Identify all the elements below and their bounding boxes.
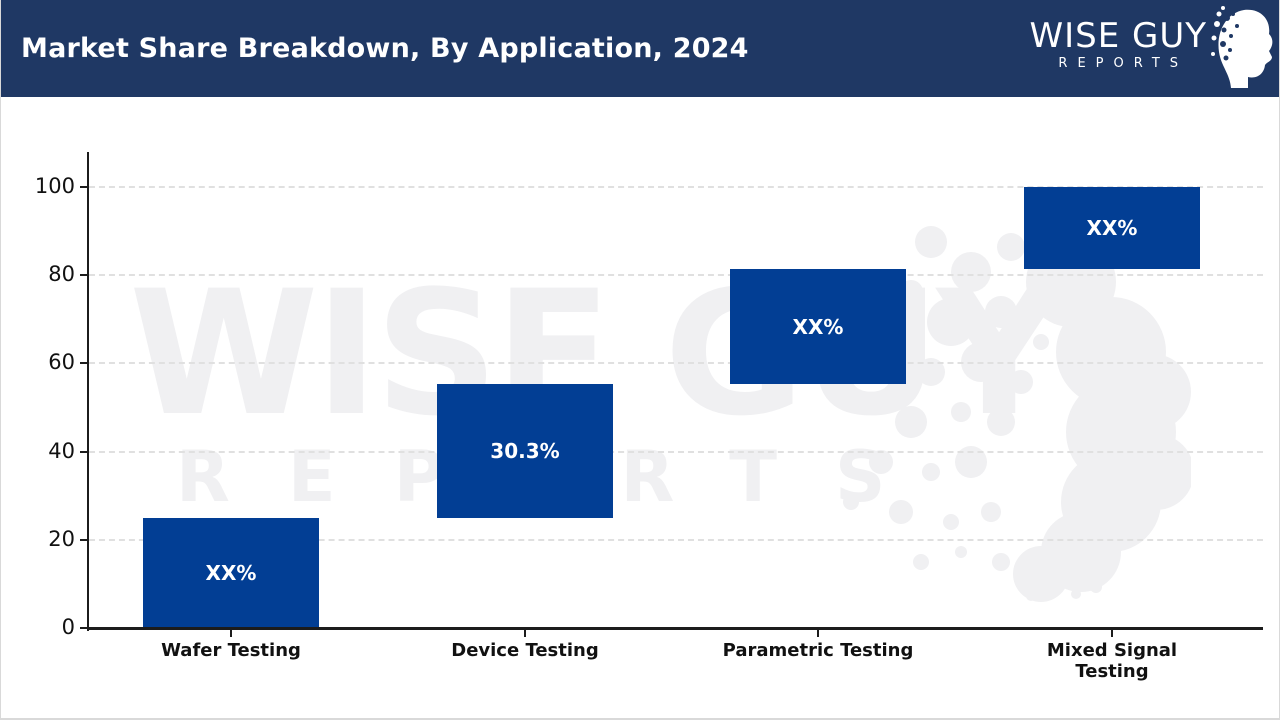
x-axis-tick-mark — [524, 628, 526, 637]
wise-guy-logo: WISE GUY REPORTS — [1029, 16, 1207, 72]
watermark-head-dots — [843, 226, 1191, 602]
y-axis-tick-label: 20 — [48, 526, 75, 551]
y-gridline — [89, 362, 1263, 365]
y-axis-tick-label: 0 — [61, 615, 75, 639]
x-axis-category-label: Wafer Testing — [161, 640, 301, 661]
y-axis-tick-mark — [80, 362, 89, 365]
header-band: Market Share Breakdown, By Application, … — [1, 0, 1279, 97]
y-axis-tick-mark — [80, 450, 89, 453]
x-axis-category-label: Device Testing — [451, 640, 599, 661]
y-gridline — [89, 274, 1263, 277]
x-axis-category-label: Parametric Testing — [722, 640, 914, 661]
y-axis-tick-mark — [80, 538, 89, 541]
y-axis-tick-label: 100 — [34, 174, 75, 198]
logo-head-icon — [1211, 6, 1273, 88]
x-axis-tick-mark — [230, 628, 232, 637]
x-axis-tick-mark — [817, 628, 819, 637]
bar-segment: XX% — [143, 517, 319, 628]
page-title: Market Share Breakdown, By Application, … — [21, 33, 749, 64]
y-axis-tick-mark — [80, 274, 89, 277]
bar-segment: XX% — [1024, 187, 1200, 270]
x-axis-category-label: Mixed Signal Testing — [1046, 640, 1178, 682]
x-axis-tick-mark — [1111, 628, 1113, 637]
y-axis-tick-label: 80 — [48, 262, 75, 287]
y-axis-tick-mark — [80, 627, 89, 629]
y-gridline — [89, 538, 1263, 541]
bar-value-label: XX% — [205, 560, 257, 585]
bar-segment: 30.3% — [437, 384, 613, 518]
y-gridline — [89, 450, 1263, 453]
y-axis-tick-label: 40 — [48, 438, 75, 463]
bar-segment: XX% — [730, 269, 906, 385]
y-axis-tick-label: 60 — [48, 350, 75, 375]
logo-reports-text: REPORTS — [1058, 56, 1189, 72]
bar-value-label: XX% — [1086, 216, 1138, 241]
bar-value-label: 30.3% — [490, 438, 560, 463]
y-axis-tick-mark — [80, 186, 89, 188]
x-axis-line — [87, 627, 1263, 630]
y-gridline — [89, 186, 1263, 188]
y-axis-line — [87, 152, 89, 631]
logo-wiseguy-text: WISE GUY — [1029, 16, 1207, 56]
bar-value-label: XX% — [792, 314, 844, 339]
